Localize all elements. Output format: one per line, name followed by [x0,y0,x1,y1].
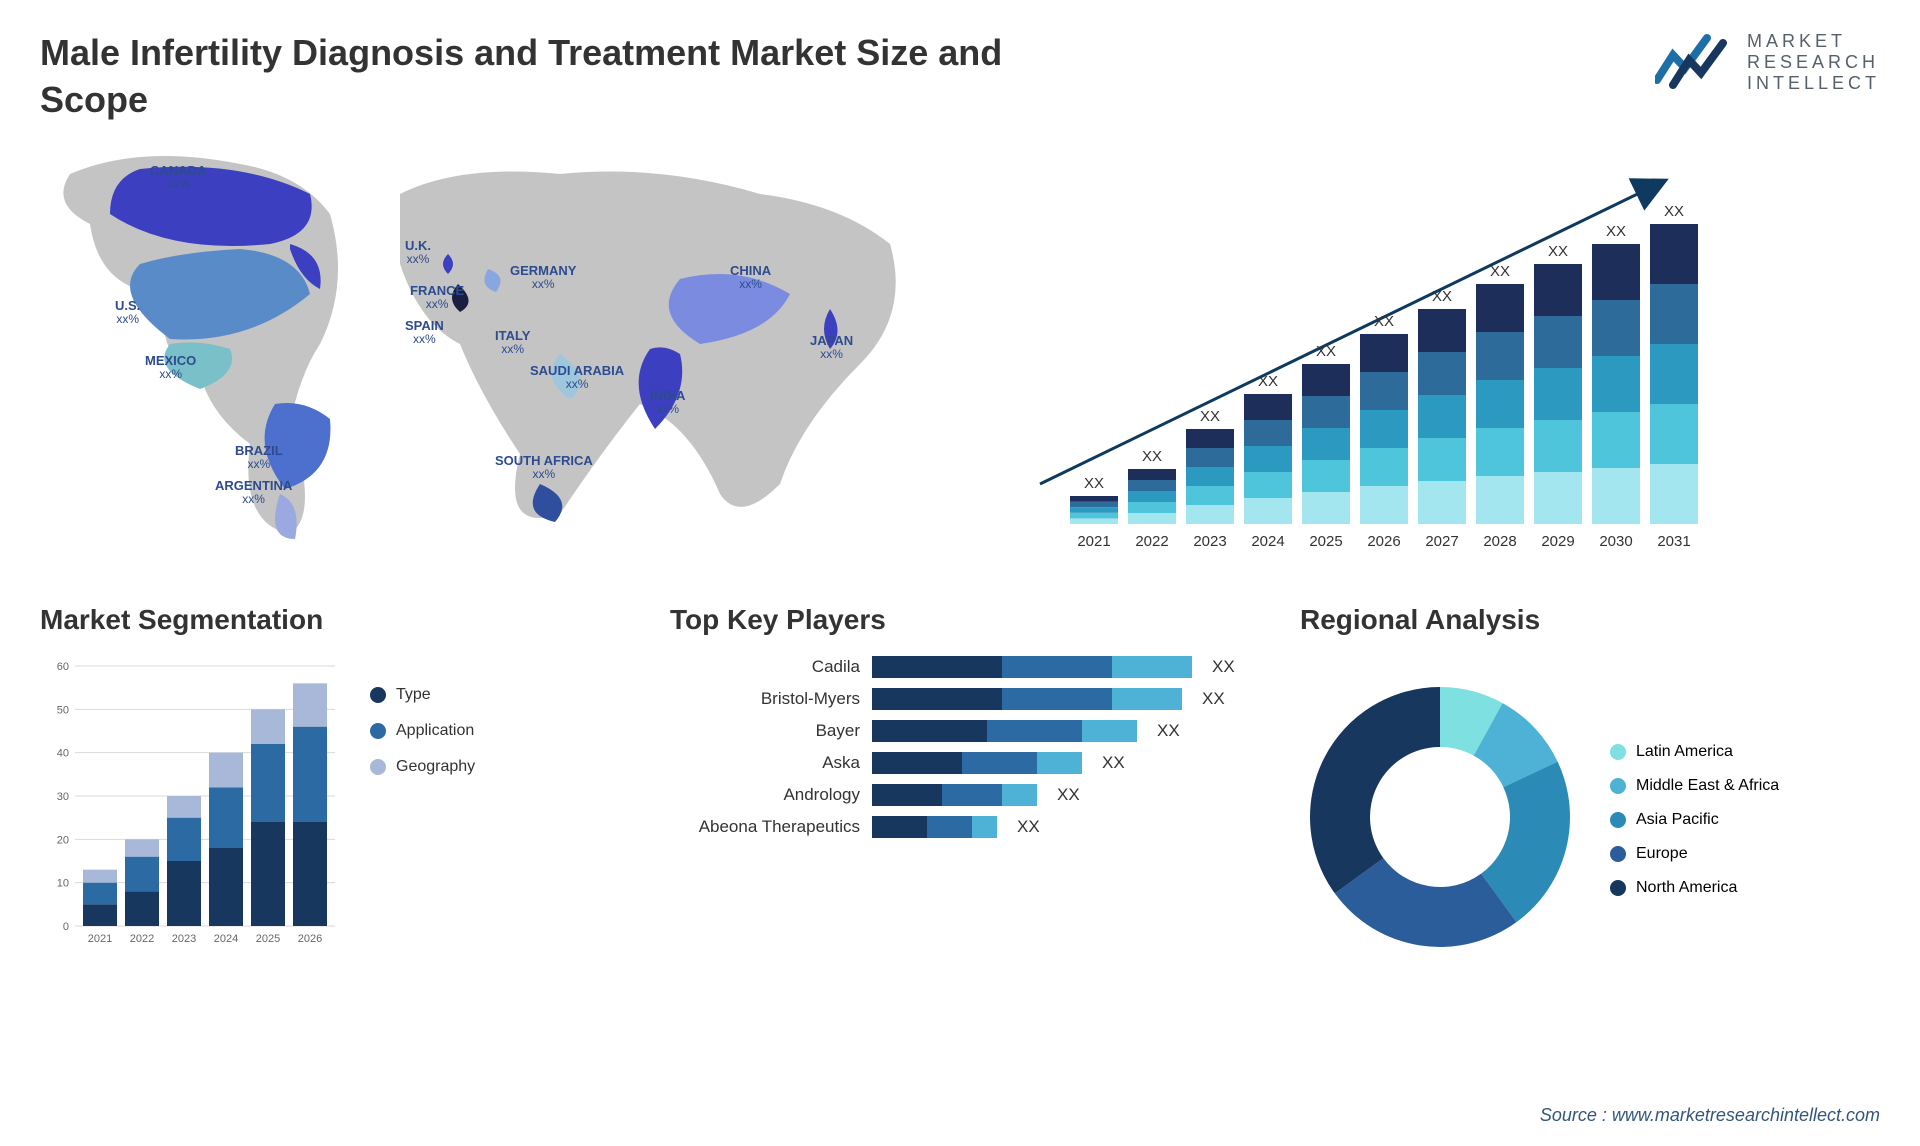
svg-text:60: 60 [57,661,69,673]
svg-text:40: 40 [57,747,69,759]
legend-item: Type [370,686,475,704]
player-value: XX [1157,721,1180,741]
player-bar [872,656,1192,678]
svg-text:2027: 2027 [1425,533,1458,550]
legend-item: Application [370,722,475,740]
svg-text:XX: XX [1606,223,1626,240]
player-label: Abeona Therapeutics [670,817,860,837]
svg-text:2022: 2022 [1135,533,1168,550]
player-bar [872,816,997,838]
player-bar [872,752,1082,774]
svg-text:2023: 2023 [1193,533,1226,550]
legend-item: North America [1610,879,1779,897]
regional-panel: Regional Analysis Latin America Middle Ea… [1300,604,1880,984]
svg-text:XX: XX [1490,263,1510,280]
player-value: XX [1017,817,1040,837]
svg-text:2026: 2026 [1367,533,1400,550]
svg-text:2024: 2024 [1251,533,1284,550]
svg-text:XX: XX [1548,243,1568,260]
main-growth-chart: XX 2021 XX 2022 XX 2023 XX 2024 XX 2025 XX 2026 XX 20… [980,144,1880,574]
logo-line1: MARKET [1747,31,1880,52]
player-value: XX [1102,753,1125,773]
legend-item: Latin America [1610,743,1779,761]
source-text: Source : www.marketresearchintellect.com [1540,1105,1880,1126]
svg-text:2030: 2030 [1599,533,1632,550]
svg-text:XX: XX [1664,203,1684,220]
players-title: Top Key Players [670,604,1250,636]
svg-text:2029: 2029 [1541,533,1574,550]
regional-title: Regional Analysis [1300,604,1880,636]
svg-text:2021: 2021 [88,933,112,945]
player-label: Aska [670,753,860,773]
svg-text:2022: 2022 [130,933,154,945]
svg-text:10: 10 [57,877,69,889]
svg-text:2026: 2026 [298,933,322,945]
player-row: Cadila XX [670,656,1250,678]
player-label: Bayer [670,721,860,741]
player-bar [872,688,1182,710]
svg-text:0: 0 [63,921,69,933]
svg-text:2028: 2028 [1483,533,1516,550]
player-value: XX [1057,785,1080,805]
segmentation-title: Market Segmentation [40,604,620,636]
brand-logo: MARKET RESEARCH INTELLECT [1655,30,1880,95]
segmentation-legend: Type Application Geography [370,686,475,984]
svg-text:2023: 2023 [172,933,196,945]
legend-item: Europe [1610,845,1779,863]
players-panel: Top Key Players CadilaXXBristol-MyersXXB… [670,604,1250,984]
segmentation-chart: 0 10 20 30 40 50 60 2021 2022 2023 2024 2025 2026 [40,656,340,984]
svg-text:2025: 2025 [1309,533,1342,550]
svg-text:2024: 2024 [214,933,238,945]
svg-text:2031: 2031 [1657,533,1690,550]
svg-text:XX: XX [1142,448,1162,465]
svg-text:30: 30 [57,791,69,803]
logo-line3: INTELLECT [1747,73,1880,94]
player-row: Andrology XX [670,784,1250,806]
svg-text:20: 20 [57,834,69,846]
logo-line2: RESEARCH [1747,52,1880,73]
player-label: Bristol-Myers [670,689,860,709]
player-row: Bristol-Myers XX [670,688,1250,710]
regional-donut [1300,677,1580,962]
page-title: Male Infertility Diagnosis and Treatment… [40,30,1040,124]
svg-text:50: 50 [57,704,69,716]
svg-text:XX: XX [1258,373,1278,390]
svg-text:XX: XX [1200,408,1220,425]
svg-text:XX: XX [1316,343,1336,360]
svg-text:2025: 2025 [256,933,280,945]
player-row: Bayer XX [670,720,1250,742]
brand-logo-icon [1655,30,1735,95]
svg-text:XX: XX [1084,475,1104,492]
legend-item: Asia Pacific [1610,811,1779,829]
svg-text:XX: XX [1374,313,1394,330]
legend-item: Middle East & Africa [1610,777,1779,795]
svg-text:2021: 2021 [1077,533,1110,550]
player-value: XX [1212,657,1235,677]
player-label: Andrology [670,785,860,805]
segmentation-panel: Market Segmentation 0 10 20 30 40 50 60 2021 202… [40,604,620,984]
svg-text:XX: XX [1432,288,1452,305]
regional-legend: Latin America Middle East & Africa Asia Pa… [1610,743,1779,897]
player-bar [872,720,1137,742]
player-bar [872,784,1037,806]
player-row: Abeona Therapeutics XX [670,816,1250,838]
player-value: XX [1202,689,1225,709]
player-row: Aska XX [670,752,1250,774]
world-map: CANADAxx%U.S.xx%MEXICOxx%BRAZILxx%ARGENT… [40,144,940,574]
legend-item: Geography [370,758,475,776]
player-label: Cadila [670,657,860,677]
